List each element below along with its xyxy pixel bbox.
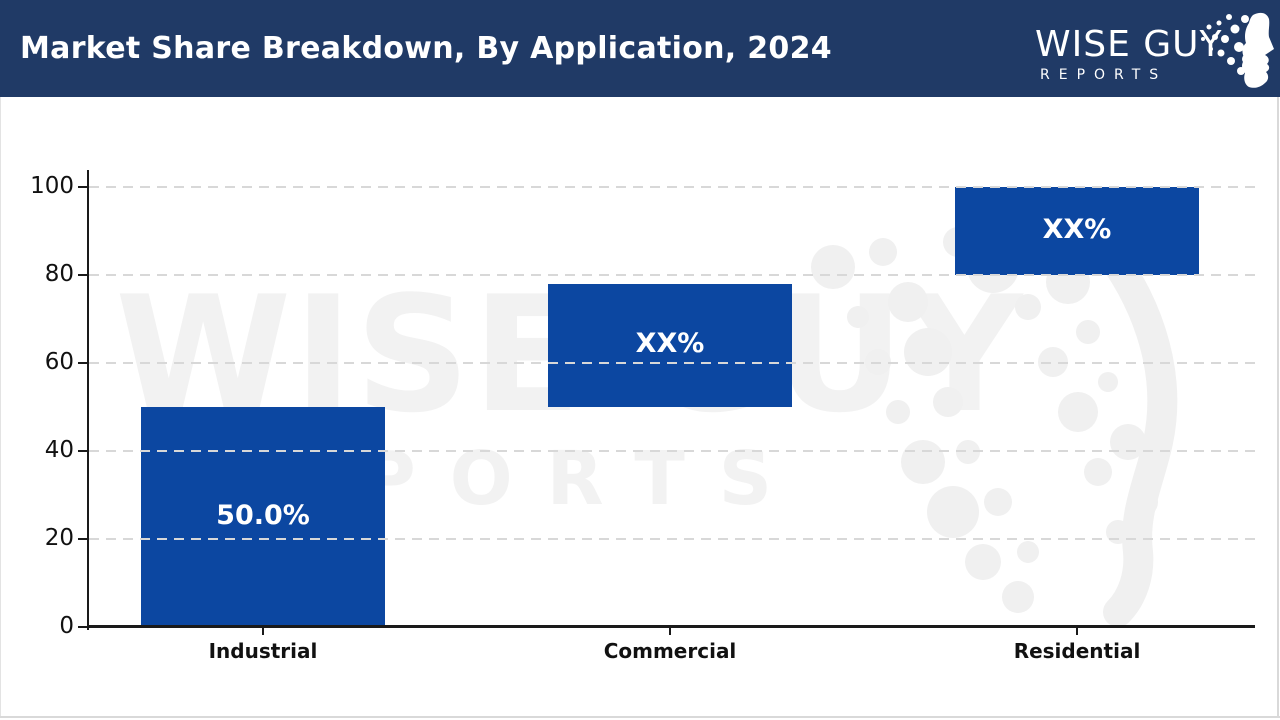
x-category-label-residential: Residential: [1013, 639, 1141, 663]
y-axis-tick-20: [78, 538, 87, 540]
y-tick-label-20: 20: [44, 525, 74, 551]
bar-value-label-residential: XX%: [1042, 214, 1112, 245]
grid-line-40: [89, 450, 1256, 452]
grid-line-20: [89, 538, 1256, 540]
grid-line-80: [89, 274, 1256, 276]
y-axis-tick-60: [78, 362, 87, 364]
x-axis-tick-industrial: [262, 628, 264, 635]
left-border-line: [0, 97, 1, 716]
grid-line-100: [89, 186, 1256, 188]
y-axis-tick-40: [78, 450, 87, 452]
y-axis-line: [87, 170, 89, 630]
y-tick-label-60: 60: [44, 349, 74, 375]
logo-wiseguy-text: WISE GUY: [1035, 24, 1223, 65]
y-axis-tick-100: [78, 186, 87, 188]
y-tick-label-100: 100: [30, 173, 74, 199]
bar-residential: [955, 187, 1199, 275]
y-tick-label-40: 40: [44, 437, 74, 463]
watermark-dotted-head-graphic: [811, 212, 1178, 626]
grid-line-60: [89, 362, 1256, 364]
page-title: Market Share Breakdown, By Application, …: [20, 31, 832, 66]
x-axis-tick-residential: [1076, 628, 1078, 635]
wise-guy-reports-logo: WISE GUY REPORTS: [1035, 7, 1280, 93]
x-category-label-industrial: Industrial: [208, 639, 318, 663]
header-band: Market Share Breakdown, By Application, …: [0, 0, 1280, 97]
bottom-border-line: [0, 716, 1280, 718]
logo-dotted-head-icon: [1201, 12, 1274, 88]
bar-industrial: [141, 407, 385, 627]
bar-value-label-commercial: XX%: [635, 328, 705, 360]
x-axis-tick-commercial: [669, 628, 671, 635]
y-axis-tick-0: [78, 626, 87, 628]
y-axis-tick-80: [78, 274, 87, 276]
y-tick-label-0: 0: [59, 613, 74, 639]
logo-reports-text: REPORTS: [1040, 67, 1168, 83]
y-tick-label-80: 80: [44, 261, 74, 287]
right-border-line: [1277, 97, 1279, 716]
bar-commercial: [548, 283, 792, 407]
bar-value-label-industrial: 50.0%: [216, 500, 310, 531]
x-category-label-commercial: Commercial: [603, 639, 737, 663]
x-axis-line: [87, 625, 1255, 628]
